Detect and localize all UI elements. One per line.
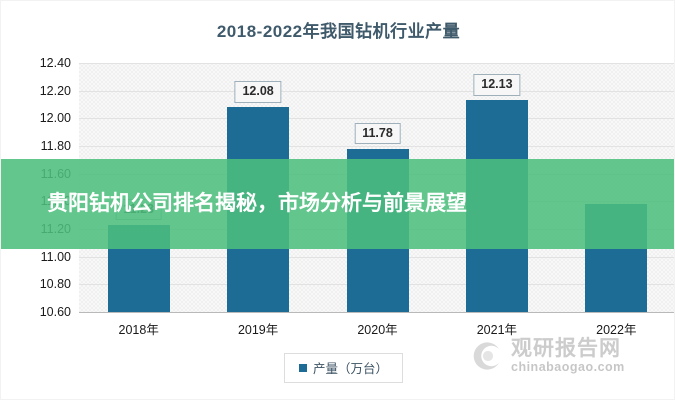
- y-axis-tick-label: 11.80: [40, 139, 71, 153]
- gridline: [79, 118, 674, 119]
- bar-value-label: 12.13: [473, 74, 521, 96]
- x-axis-tick-label: 2021年: [476, 323, 518, 337]
- watermark-en: chinabaogao.com: [511, 360, 625, 374]
- x-axis-tick-label: 2020年: [357, 323, 398, 337]
- overlay-banner: 贵阳钻机公司排名揭秘，市场分析与前景展望: [1, 159, 674, 249]
- bar-value-label: 11.78: [354, 122, 401, 145]
- y-axis-tick-label: 10.80: [39, 277, 71, 291]
- y-axis-tick-label: 12.20: [39, 84, 71, 98]
- y-axis-tick-label: 11.00: [40, 250, 71, 264]
- watermark-text: 观研报告网 chinabaogao.com: [511, 338, 625, 374]
- watermark: 观研报告网 chinabaogao.com: [471, 338, 625, 374]
- gridline: [79, 63, 674, 64]
- gridline: [79, 91, 674, 92]
- legend-swatch-icon: [299, 363, 307, 372]
- x-axis-tick-label: 2018年: [118, 323, 159, 337]
- gridline: [79, 146, 674, 147]
- y-axis-tick-label: 12.40: [39, 56, 71, 70]
- x-axis-tick-label: 2019年: [237, 323, 279, 337]
- watermark-cn: 观研报告网: [511, 337, 621, 360]
- chart-legend[interactable]: 产量（万台）: [284, 353, 404, 383]
- legend-label: 产量（万台）: [313, 362, 389, 376]
- y-axis-tick-label: 10.60: [39, 305, 71, 319]
- y-axis-tick-label: 12.00: [39, 111, 71, 125]
- watermark-logo-icon: [473, 342, 500, 370]
- overlay-headline: 贵阳钻机公司排名揭秘，市场分析与前景展望: [47, 191, 467, 215]
- x-axis-tick-label: 2022年: [596, 323, 637, 337]
- x-axis-line: [79, 312, 674, 313]
- chart-title: 2018-2022年我国钻机行业产量: [216, 22, 461, 41]
- bar-value-label: 12.08: [234, 81, 282, 103]
